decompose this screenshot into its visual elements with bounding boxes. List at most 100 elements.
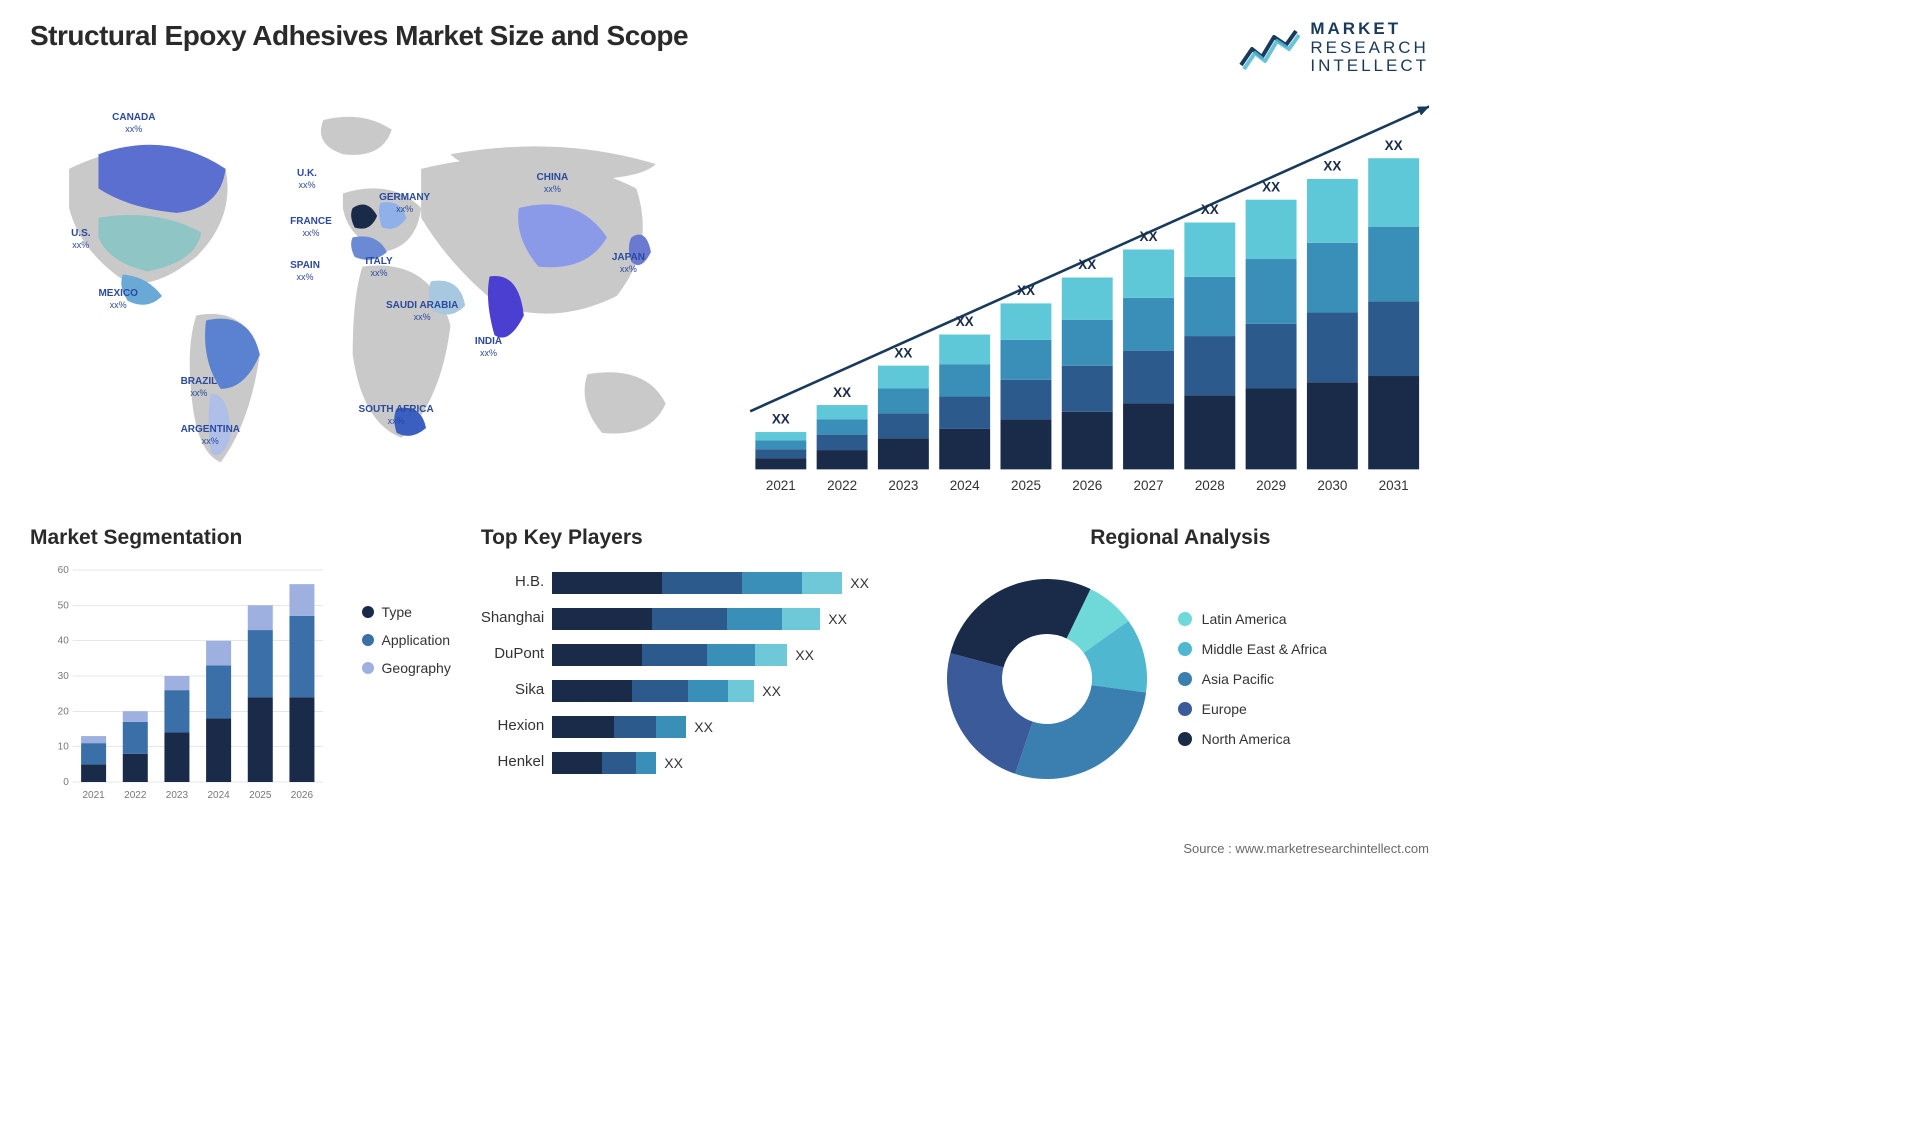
seg-x-label: 2023: [166, 790, 189, 801]
seg-y-tick: 0: [63, 777, 69, 788]
growth-bar-segment: [1000, 380, 1051, 420]
growth-bar-segment: [755, 458, 806, 469]
regional-donut-chart: [932, 564, 1162, 794]
legend-swatch-icon: [1178, 672, 1192, 686]
growth-year-label: 2027: [1133, 478, 1163, 493]
seg-bar-segment: [289, 697, 314, 782]
bottom-row: Market Segmentation 01020304050602021202…: [30, 526, 1429, 826]
key-players-bars: XXXXXXXXXXXX: [552, 564, 901, 774]
header: Structural Epoxy Adhesives Market Size a…: [30, 20, 1429, 76]
seg-legend-item: Type: [362, 604, 451, 620]
player-bar-segment: [742, 572, 802, 594]
growth-bar-value-label: XX: [1384, 138, 1402, 153]
key-players-labels: H.B.ShanghaiDuPontSikaHexionHenkel: [481, 564, 544, 774]
seg-bar-segment: [289, 584, 314, 616]
player-bar-segment: [632, 680, 688, 702]
growth-bar-segment: [1061, 366, 1112, 412]
legend-swatch-icon: [362, 662, 374, 674]
player-value-label: XX: [694, 719, 713, 735]
player-bar-row: XX: [552, 752, 901, 774]
growth-bar-segment: [1123, 351, 1174, 404]
player-bar-segment: [614, 716, 656, 738]
seg-bar-segment: [123, 754, 148, 782]
player-bar-segment: [642, 644, 707, 666]
regional-section: Regional Analysis Latin AmericaMiddle Ea…: [932, 526, 1429, 826]
regional-legend: Latin America Middle East & Africa Asia Pa…: [1178, 611, 1327, 747]
seg-x-label: 2026: [291, 790, 314, 801]
growth-bar-value-label: XX: [1139, 229, 1157, 244]
regional-legend-label: Middle East & Africa: [1202, 641, 1327, 657]
growth-bar-segment: [816, 435, 867, 450]
map-country-label: JAPANxx%: [612, 252, 645, 276]
legend-swatch-icon: [362, 606, 374, 618]
growth-bar-segment: [1123, 250, 1174, 298]
player-value-label: XX: [762, 683, 781, 699]
growth-year-label: 2026: [1072, 478, 1102, 493]
growth-bar-value-label: XX: [1262, 179, 1280, 194]
regional-legend-item: Asia Pacific: [1178, 671, 1327, 687]
segmentation-title: Market Segmentation: [30, 526, 451, 550]
seg-legend-item: Geography: [362, 660, 451, 676]
growth-bar-segment: [1245, 389, 1296, 470]
player-bar-segment: [552, 716, 614, 738]
legend-swatch-icon: [1178, 612, 1192, 626]
source-attribution: Source : www.marketresearchintellect.com: [1183, 841, 1429, 856]
seg-y-tick: 60: [58, 565, 70, 576]
growth-bar-segment: [1184, 395, 1235, 469]
growth-year-label: 2028: [1194, 478, 1224, 493]
regional-legend-item: Latin America: [1178, 611, 1327, 627]
growth-year-label: 2023: [888, 478, 918, 493]
map-region: [585, 372, 666, 433]
seg-bar-segment: [248, 605, 273, 630]
key-players-title: Top Key Players: [481, 526, 902, 550]
growth-bar-segment: [1184, 336, 1235, 395]
growth-bar-segment: [1245, 200, 1296, 259]
legend-swatch-icon: [1178, 702, 1192, 716]
seg-y-tick: 10: [58, 742, 70, 753]
player-bar: [552, 680, 754, 702]
seg-x-label: 2022: [124, 790, 147, 801]
growth-bar-segment: [1184, 223, 1235, 277]
growth-bar-segment: [1061, 278, 1112, 320]
seg-y-tick: 50: [58, 600, 70, 611]
growth-bar-segment: [877, 389, 928, 414]
growth-bar-segment: [1123, 298, 1174, 351]
legend-swatch-icon: [362, 634, 374, 646]
player-bar: [552, 608, 820, 630]
growth-year-label: 2030: [1317, 478, 1347, 493]
segmentation-legend: Type Application Geography: [362, 564, 451, 804]
growth-bar-segment: [939, 335, 990, 365]
growth-year-label: 2022: [827, 478, 857, 493]
player-name-label: DuPont: [494, 642, 544, 664]
seg-y-tick: 30: [58, 671, 70, 682]
growth-year-label: 2021: [765, 478, 795, 493]
logo-icon: [1238, 25, 1300, 71]
regional-legend-label: Latin America: [1202, 611, 1287, 627]
player-bar-segment: [552, 608, 652, 630]
growth-bar-segment: [1306, 313, 1357, 383]
player-bar-row: XX: [552, 644, 901, 666]
seg-legend-label: Type: [382, 604, 412, 620]
top-row: CANADAxx%U.S.xx%MEXICOxx%BRAZILxx%ARGENT…: [30, 96, 1429, 496]
seg-bar-segment: [164, 690, 189, 732]
growth-bar-segment: [816, 450, 867, 469]
growth-bar-segment: [877, 366, 928, 389]
growth-bar-value-label: XX: [771, 412, 789, 427]
growth-bar-value-label: XX: [833, 385, 851, 400]
growth-bar-segment: [1368, 227, 1419, 302]
segmentation-chart: 0102030405060202120222023202420252026: [30, 564, 344, 804]
regional-legend-label: North America: [1202, 731, 1291, 747]
seg-bar-segment: [123, 711, 148, 722]
player-bar-segment: [728, 680, 754, 702]
growth-bar-segment: [1368, 376, 1419, 469]
map-country-label: SAUDI ARABIAxx%: [386, 300, 458, 324]
player-value-label: XX: [795, 647, 814, 663]
growth-chart-section: XX2021XX2022XX2023XX2024XX2025XX2026XX20…: [745, 96, 1430, 496]
growth-bar-segment: [1245, 324, 1296, 389]
growth-bar-segment: [1306, 179, 1357, 243]
seg-bar-segment: [248, 630, 273, 697]
growth-bar-segment: [939, 397, 990, 429]
player-value-label: XX: [828, 611, 847, 627]
map-country-label: INDIAxx%: [475, 336, 502, 360]
seg-legend-item: Application: [362, 632, 451, 648]
